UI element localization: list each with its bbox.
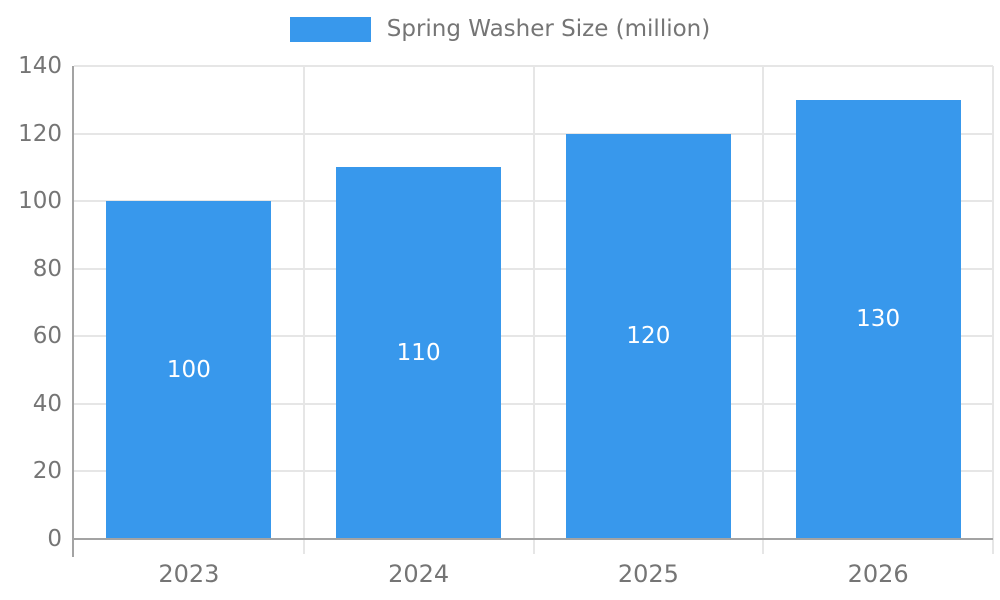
x-axis-tick-label: 2026 — [847, 560, 909, 588]
x-axis-tick-label: 2024 — [388, 560, 450, 588]
legend[interactable]: Spring Washer Size (million) — [0, 16, 1000, 42]
y-axis-tick-label: 120 — [18, 120, 62, 147]
gridline-x-4 — [992, 66, 994, 554]
x-axis-tick-label: 2023 — [158, 560, 220, 588]
gridline-x-2 — [532, 66, 535, 554]
legend-label: Spring Washer Size (million) — [386, 16, 711, 42]
y-axis-line — [72, 66, 74, 557]
bar-value-label: 110 — [396, 340, 441, 367]
y-axis-tick-label: 60 — [32, 323, 62, 350]
bar-value-label: 100 — [166, 357, 211, 384]
bar-value-label: 130 — [856, 306, 901, 333]
legend-swatch — [289, 16, 371, 42]
gridline-x-1 — [302, 66, 305, 554]
y-axis-tick-label: 100 — [18, 188, 62, 215]
y-axis-tick-label: 40 — [32, 390, 62, 417]
bar-2026[interactable] — [795, 99, 961, 539]
gridline-x-3 — [762, 66, 765, 554]
x-axis-tick-label: 2025 — [617, 560, 679, 588]
bar-2024[interactable] — [336, 167, 502, 539]
y-axis-tick-label: 0 — [47, 526, 62, 552]
bar-2023[interactable] — [106, 201, 272, 539]
y-axis-tick-label: 80 — [32, 255, 62, 282]
bar-value-label: 120 — [626, 323, 671, 350]
x-axis-line — [72, 538, 993, 540]
y-axis-tick-label: 20 — [32, 458, 62, 485]
y-axis-tick-label: 140 — [18, 53, 62, 79]
bar-2025[interactable] — [565, 133, 731, 539]
